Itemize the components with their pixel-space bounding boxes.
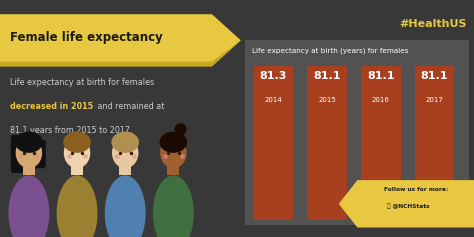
Text: Follow us for more:: Follow us for more:: [383, 187, 448, 192]
Ellipse shape: [16, 137, 42, 168]
Text: 2016: 2016: [372, 97, 390, 103]
FancyBboxPatch shape: [23, 161, 35, 175]
Ellipse shape: [63, 132, 91, 153]
Text: Life expectancy at birth for females: Life expectancy at birth for females: [9, 78, 154, 87]
Text: 2014: 2014: [264, 97, 283, 103]
Ellipse shape: [111, 132, 139, 153]
FancyBboxPatch shape: [307, 66, 347, 220]
Text: Life expectancy at birth (years) for females: Life expectancy at birth (years) for fem…: [253, 47, 409, 54]
Text: 81.1: 81.1: [420, 71, 448, 81]
Text: 81.1 years from 2015 to 2017.: 81.1 years from 2015 to 2017.: [9, 126, 132, 135]
Polygon shape: [0, 40, 241, 66]
FancyBboxPatch shape: [415, 66, 454, 220]
Ellipse shape: [9, 175, 49, 237]
Polygon shape: [339, 180, 474, 228]
Ellipse shape: [105, 175, 146, 237]
FancyBboxPatch shape: [254, 66, 293, 220]
Ellipse shape: [160, 132, 187, 153]
Ellipse shape: [153, 175, 194, 237]
Circle shape: [174, 123, 187, 135]
FancyBboxPatch shape: [246, 40, 469, 225]
Ellipse shape: [160, 137, 187, 168]
Polygon shape: [0, 14, 241, 66]
FancyBboxPatch shape: [11, 135, 30, 173]
Ellipse shape: [64, 137, 90, 168]
Text: and remained at: and remained at: [95, 102, 164, 111]
Ellipse shape: [112, 137, 138, 168]
FancyBboxPatch shape: [361, 66, 401, 220]
Text: 2015: 2015: [318, 97, 336, 103]
FancyBboxPatch shape: [27, 140, 46, 168]
Ellipse shape: [56, 175, 98, 237]
Text: 81.1: 81.1: [313, 71, 341, 81]
Text: ⭣ @NCHStats: ⭣ @NCHStats: [387, 204, 430, 210]
Ellipse shape: [15, 132, 43, 153]
Text: Female life expectancy: Female life expectancy: [9, 32, 163, 44]
FancyBboxPatch shape: [167, 161, 179, 175]
Text: decreased in 2015: decreased in 2015: [9, 102, 93, 111]
Text: 81.1: 81.1: [367, 71, 394, 81]
FancyBboxPatch shape: [71, 161, 83, 175]
Text: 81.3: 81.3: [260, 71, 287, 81]
Text: 2017: 2017: [426, 97, 443, 103]
Text: #HealthUS: #HealthUS: [400, 19, 467, 29]
FancyBboxPatch shape: [119, 161, 131, 175]
